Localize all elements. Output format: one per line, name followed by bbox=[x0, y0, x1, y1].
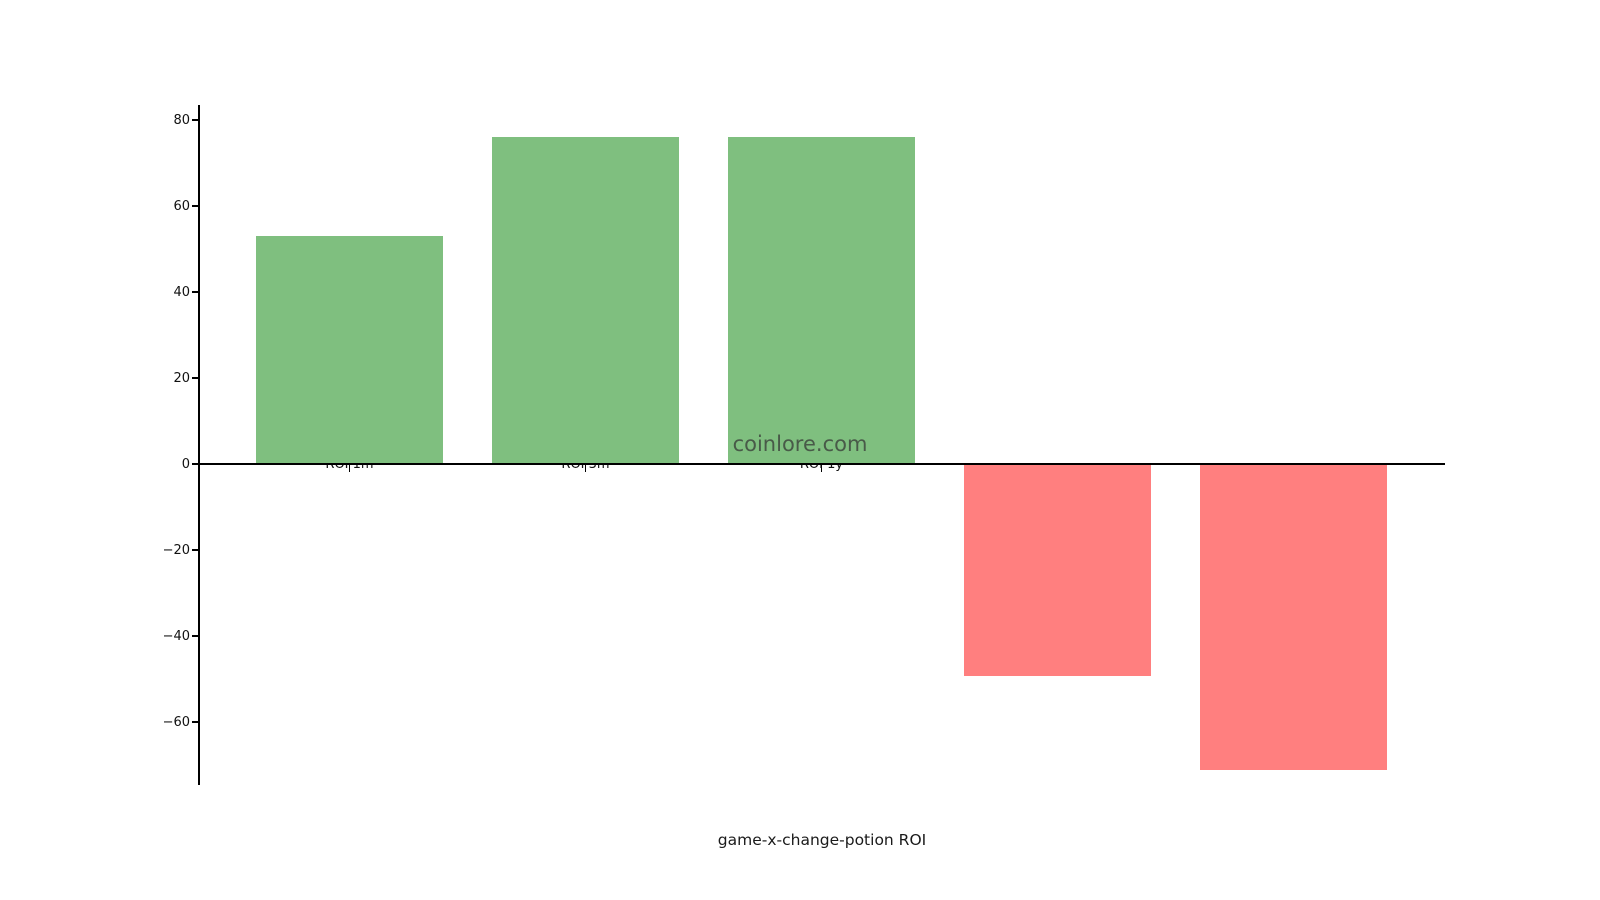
y-tick-mark bbox=[192, 549, 199, 551]
y-tick-mark bbox=[192, 291, 199, 293]
y-tick-mark bbox=[192, 721, 199, 723]
y-tick-label: 60 bbox=[173, 198, 190, 214]
x-tick-mark bbox=[584, 464, 587, 472]
y-axis-spine bbox=[198, 105, 200, 785]
y-tick-label: 40 bbox=[173, 284, 190, 300]
y-tick-mark bbox=[192, 463, 199, 465]
y-tick-label: 0 bbox=[181, 456, 190, 472]
y-tick-mark bbox=[192, 377, 199, 379]
x-axis-zero-line bbox=[199, 463, 1445, 465]
bar-roi-3m bbox=[492, 137, 679, 464]
watermark-text: coinlore.com bbox=[732, 432, 868, 456]
bar-5 bbox=[1200, 465, 1387, 771]
y-tick-label: 80 bbox=[173, 112, 190, 128]
y-tick-label: −40 bbox=[162, 628, 190, 644]
chart-title: game-x-change-potion ROI bbox=[717, 831, 927, 849]
bar-roi-1m bbox=[256, 236, 443, 464]
y-tick-mark bbox=[192, 119, 199, 121]
bar-4 bbox=[964, 465, 1151, 676]
y-tick-mark bbox=[192, 635, 199, 637]
y-tick-label: −20 bbox=[162, 542, 190, 558]
x-tick-mark bbox=[820, 464, 823, 472]
x-tick-mark bbox=[348, 464, 351, 472]
y-tick-label: −60 bbox=[162, 714, 190, 730]
y-tick-label: 20 bbox=[173, 370, 190, 386]
bar-roi-1y bbox=[728, 137, 915, 464]
y-tick-mark bbox=[192, 205, 199, 207]
